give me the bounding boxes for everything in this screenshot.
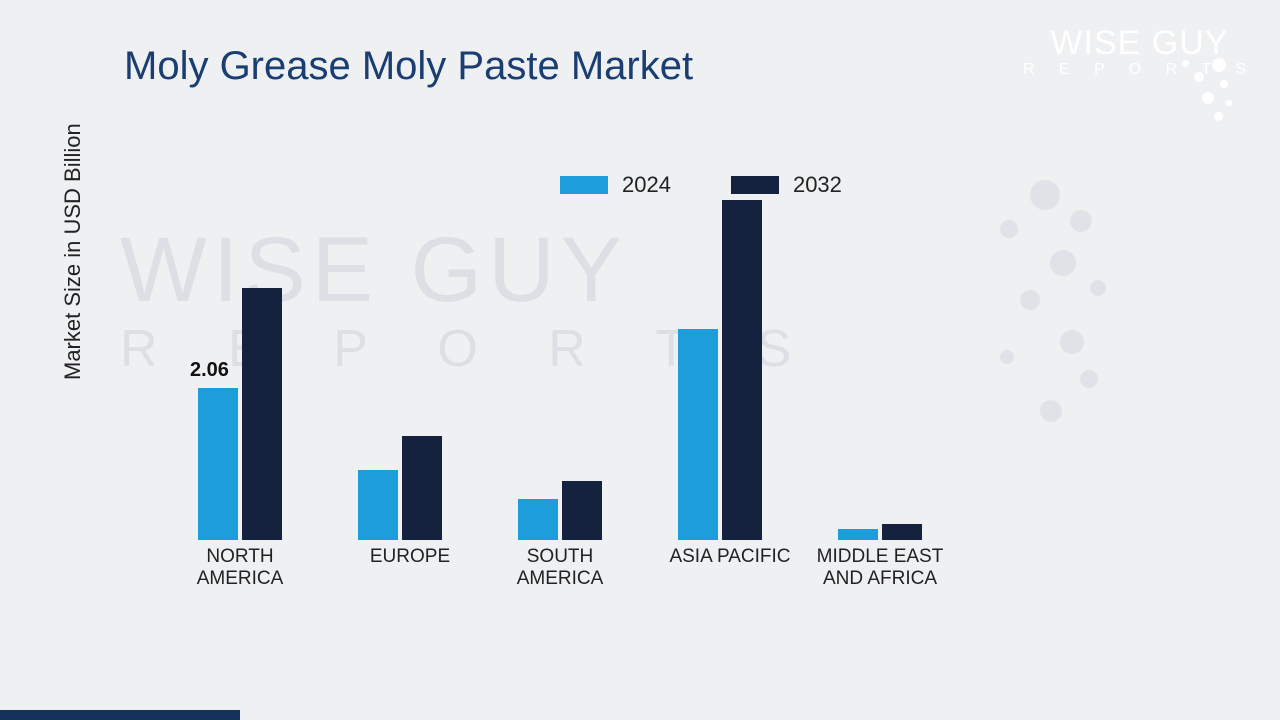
legend-item-2024: 2024 xyxy=(560,172,671,198)
bar-2032 xyxy=(562,481,602,540)
brand-logo-dots xyxy=(1122,52,1242,142)
bar-group xyxy=(500,170,620,540)
bar-2024 xyxy=(678,329,718,540)
x-axis-category-label: NORTH AMERICA xyxy=(170,546,310,590)
chart-area: Market Size in USD Billion 2.06NORTH AME… xyxy=(70,170,940,590)
legend-swatch-2032 xyxy=(731,176,779,194)
bar-2024 xyxy=(518,499,558,540)
bar-2032 xyxy=(722,200,762,540)
bar-2032 xyxy=(882,524,922,540)
bar-2024 xyxy=(198,388,238,540)
brand-logo: WISE GUY R E P O R T S xyxy=(1023,24,1256,79)
bar-group xyxy=(660,170,780,540)
x-axis-category-label: MIDDLE EAST AND AFRICA xyxy=(810,546,950,590)
bar-group xyxy=(820,170,940,540)
bar-2032 xyxy=(402,436,442,540)
x-axis-category-label: SOUTH AMERICA xyxy=(490,546,630,590)
bar-2024 xyxy=(838,529,878,540)
bar-2032 xyxy=(242,288,282,540)
legend-label-2032: 2032 xyxy=(793,172,842,198)
plot-area: 2.06NORTH AMERICAEUROPESOUTH AMERICAASIA… xyxy=(140,170,940,540)
bar-2024 xyxy=(358,470,398,540)
bottom-accent-bar xyxy=(0,710,240,720)
chart-title: Moly Grease Moly Paste Market xyxy=(124,44,693,89)
bar-group: 2.06 xyxy=(180,170,300,540)
y-axis-label: Market Size in USD Billion xyxy=(60,123,86,380)
x-axis-category-label: ASIA PACIFIC xyxy=(660,546,800,568)
bar-value-label: 2.06 xyxy=(190,359,229,382)
x-axis-category-label: EUROPE xyxy=(340,546,480,568)
legend-label-2024: 2024 xyxy=(622,172,671,198)
decorative-dots xyxy=(910,170,1170,470)
legend: 2024 2032 xyxy=(560,172,842,198)
bar-group xyxy=(340,170,460,540)
legend-item-2032: 2032 xyxy=(731,172,842,198)
legend-swatch-2024 xyxy=(560,176,608,194)
